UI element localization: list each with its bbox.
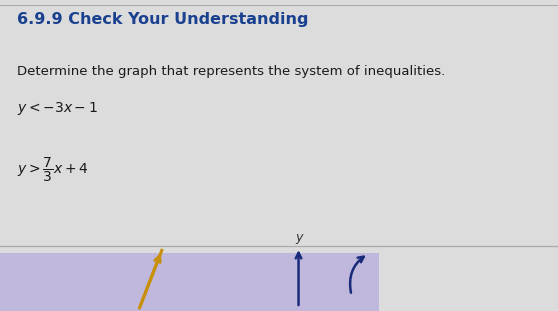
Text: $y < -3x - 1$: $y < -3x - 1$	[17, 100, 98, 117]
Text: y: y	[295, 231, 302, 244]
Text: Determine the graph that represents the system of inequalities.: Determine the graph that represents the …	[17, 65, 445, 78]
Bar	[0, 253, 379, 311]
Text: $y > \dfrac{7}{3}x + 4$: $y > \dfrac{7}{3}x + 4$	[17, 156, 88, 184]
Text: 6.9.9 Check Your Understanding: 6.9.9 Check Your Understanding	[17, 12, 308, 27]
